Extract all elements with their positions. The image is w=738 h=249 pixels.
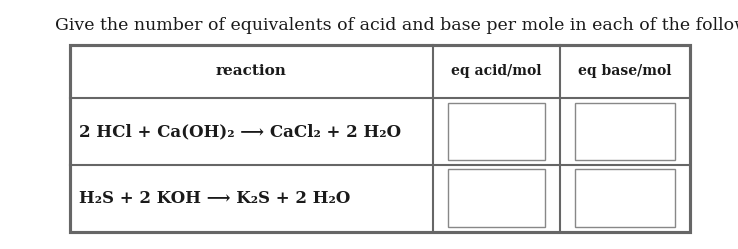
Text: 2 HCl + Ca(OH)₂ ⟶ CaCl₂ + 2 H₂O: 2 HCl + Ca(OH)₂ ⟶ CaCl₂ + 2 H₂O xyxy=(79,123,401,140)
Bar xyxy=(575,170,675,227)
Text: eq base/mol: eq base/mol xyxy=(578,64,672,78)
Text: reaction: reaction xyxy=(216,64,287,78)
Bar xyxy=(70,45,690,232)
Bar xyxy=(447,103,545,160)
Bar xyxy=(575,103,675,160)
Bar xyxy=(447,170,545,227)
Text: Give the number of equivalents of acid and base per mole in each of the followin: Give the number of equivalents of acid a… xyxy=(55,17,738,34)
Text: eq acid/mol: eq acid/mol xyxy=(451,64,542,78)
Text: H₂S + 2 KOH ⟶ K₂S + 2 H₂O: H₂S + 2 KOH ⟶ K₂S + 2 H₂O xyxy=(79,190,351,207)
